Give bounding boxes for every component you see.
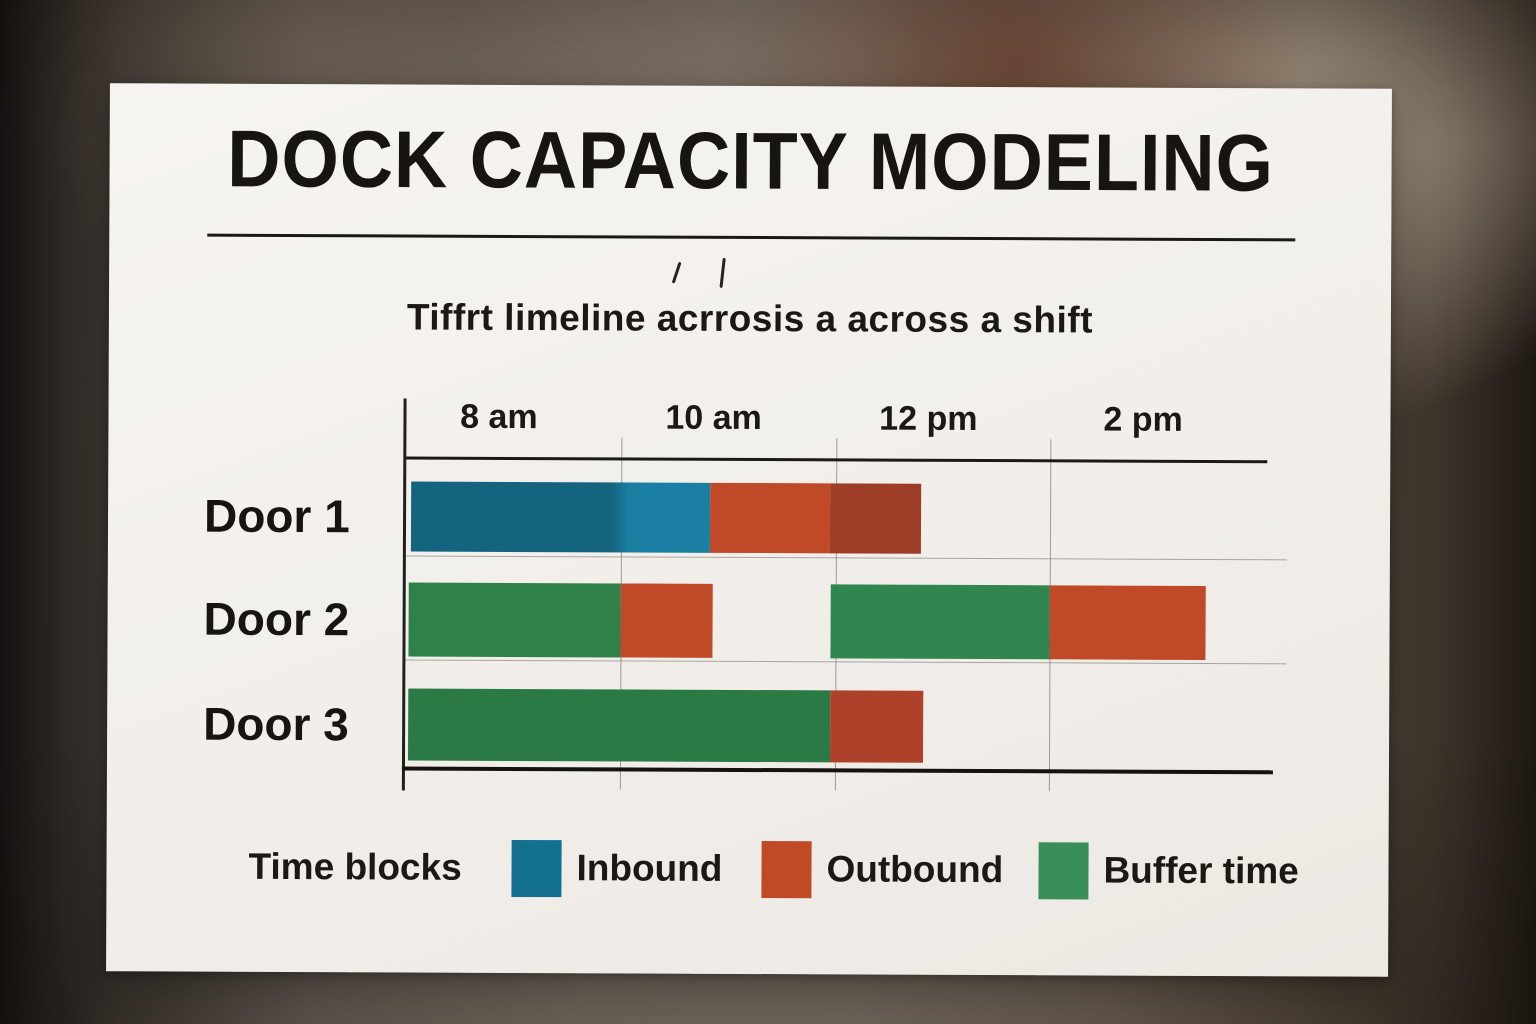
bar-segment-buffer (830, 584, 1050, 660)
stray-ink-mark (719, 257, 726, 288)
time-tick-2pm: 2 pm (1103, 400, 1183, 439)
time-tick-10am: 10 am (665, 398, 762, 438)
bar-segment-outbound (620, 583, 713, 658)
bar-segment-outbound (1049, 585, 1206, 660)
legend-label-buffer: Buffer time (1103, 849, 1299, 892)
poster-card: DOCK CAPACITY MODELING Tiffrt limeline a… (106, 83, 1392, 977)
legend: Time blocks Inbound Outbound Buffer time (106, 835, 1388, 903)
bar-segment-outbound (830, 483, 922, 554)
bar-segment-outbound (830, 690, 923, 763)
poster-title: DOCK CAPACITY MODELING (227, 114, 1275, 209)
legend-label-outbound: Outbound (826, 848, 1004, 891)
door-2-label: Door 2 (203, 592, 350, 646)
title-underline (207, 233, 1296, 242)
x-axis-line (401, 766, 1273, 775)
lane-door-2 (405, 582, 1264, 661)
plot-area (401, 398, 1287, 792)
legend-swatch-buffer (1038, 842, 1089, 900)
lane-door-1 (406, 481, 1265, 556)
door-1-label: Door 1 (203, 489, 350, 543)
row-separator-2 (405, 659, 1287, 665)
bar-segment-outbound (709, 482, 831, 554)
bar-segment-inbound (411, 481, 711, 553)
bar-segment-buffer (408, 688, 831, 763)
door-3-label: Door 3 (203, 697, 349, 751)
stray-ink-mark (671, 261, 682, 284)
chart-subtitle: Tiffrt limeline acrrosis a across a shif… (406, 296, 1094, 341)
row-separator-1 (405, 555, 1287, 561)
lane-door-3 (405, 688, 1264, 765)
legend-swatch-outbound (761, 841, 812, 899)
legend-swatch-inbound (511, 839, 562, 898)
bar-segment-buffer (408, 582, 621, 658)
time-tick-8am: 8 am (460, 397, 538, 437)
legend-label-inbound: Inbound (576, 847, 723, 889)
time-tick-12pm: 12 pm (879, 399, 978, 438)
legend-title: Time blocks (248, 845, 462, 888)
